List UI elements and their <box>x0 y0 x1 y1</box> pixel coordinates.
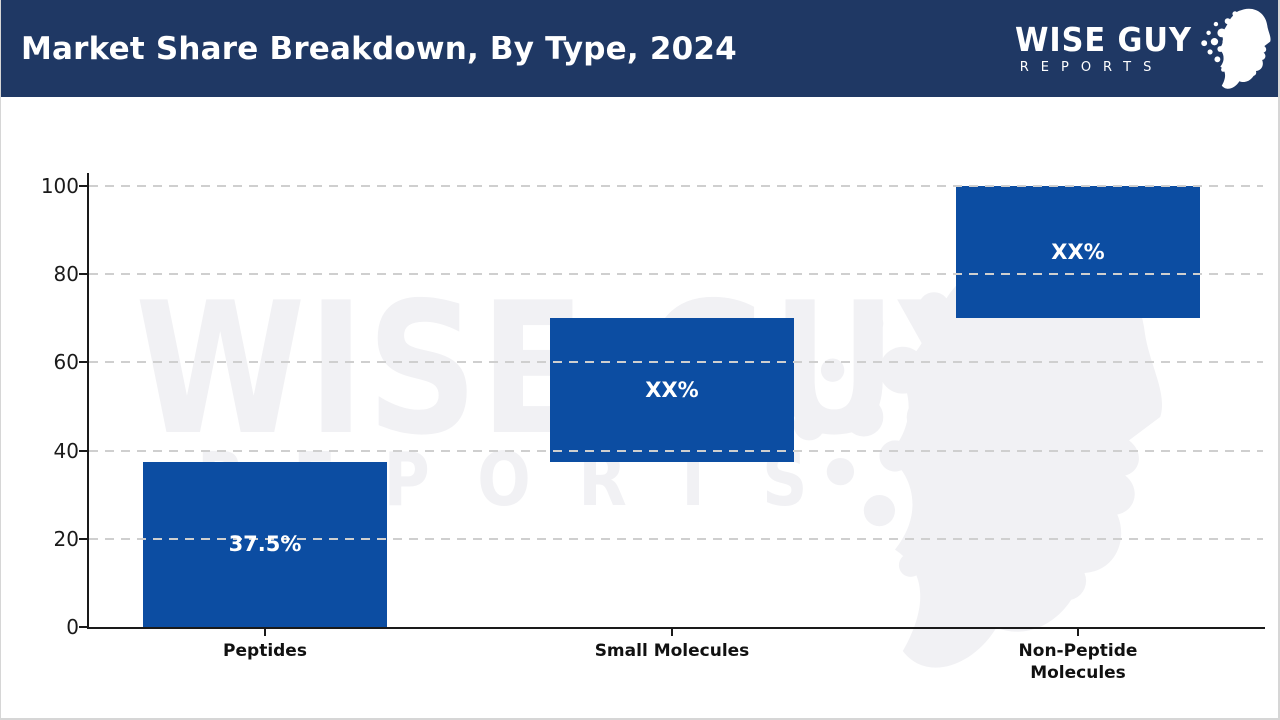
category-label-small-molecules: Small Molecules <box>542 640 802 662</box>
y-tick-60 <box>79 361 87 364</box>
x-axis-spine <box>87 627 1265 629</box>
category-label-line: Molecules <box>1030 663 1126 683</box>
y-tick-20 <box>79 537 87 540</box>
y-tick-80 <box>79 273 87 276</box>
logo-wiseguy-text: WISE GUY <box>1014 20 1192 60</box>
category-label-non-peptide-molecules: Non-Peptide Molecules <box>948 640 1208 684</box>
logo-text: WISE GUY REPORTS <box>1015 23 1207 75</box>
y-tick-label-0: 0 <box>66 615 79 639</box>
logo-reports-text: REPORTS <box>1019 59 1164 75</box>
y-tick-40 <box>79 449 87 452</box>
category-label-line: Small Molecules <box>594 641 750 661</box>
gridline-20 <box>89 537 1263 540</box>
logo-face-icon <box>1197 5 1273 93</box>
y-tick-label-80: 80 <box>53 262 79 287</box>
y-tick-label-60: 60 <box>53 350 79 375</box>
y-tick-label-100: 100 <box>40 174 79 198</box>
page-title: Market Share Breakdown, By Type, 2024 <box>21 30 737 67</box>
category-label-line: Peptides <box>223 641 307 661</box>
x-tick-non-peptide-molecules <box>1077 629 1079 636</box>
bar-label-small-molecules: XX% <box>645 377 699 402</box>
category-label-peptides: Peptides <box>135 640 395 662</box>
x-tick-small-molecules <box>671 629 673 636</box>
bar-label-peptides: 37.5% <box>228 532 302 557</box>
bar-label-non-peptide-molecules: XX% <box>1051 240 1105 265</box>
bar-small-molecules <box>550 318 794 462</box>
wise-guy-logo: WISE GUY REPORTS <box>1015 4 1273 94</box>
y-tick-label-40: 40 <box>53 438 79 463</box>
gridline-40 <box>89 449 1263 452</box>
y-tick-label-20: 20 <box>53 526 79 551</box>
y-tick-100 <box>79 185 87 187</box>
x-tick-peptides <box>264 629 266 636</box>
category-label-line: Non-Peptide <box>1018 641 1138 661</box>
header-bar: Market Share Breakdown, By Type, 2024 WI… <box>1 0 1278 97</box>
y-tick-0 <box>79 626 87 628</box>
y-axis-spine <box>87 173 89 629</box>
bar-peptides <box>143 461 387 627</box>
gridline-80 <box>89 273 1263 276</box>
gridline-100 <box>89 185 1263 187</box>
gridline-60 <box>89 361 1263 364</box>
